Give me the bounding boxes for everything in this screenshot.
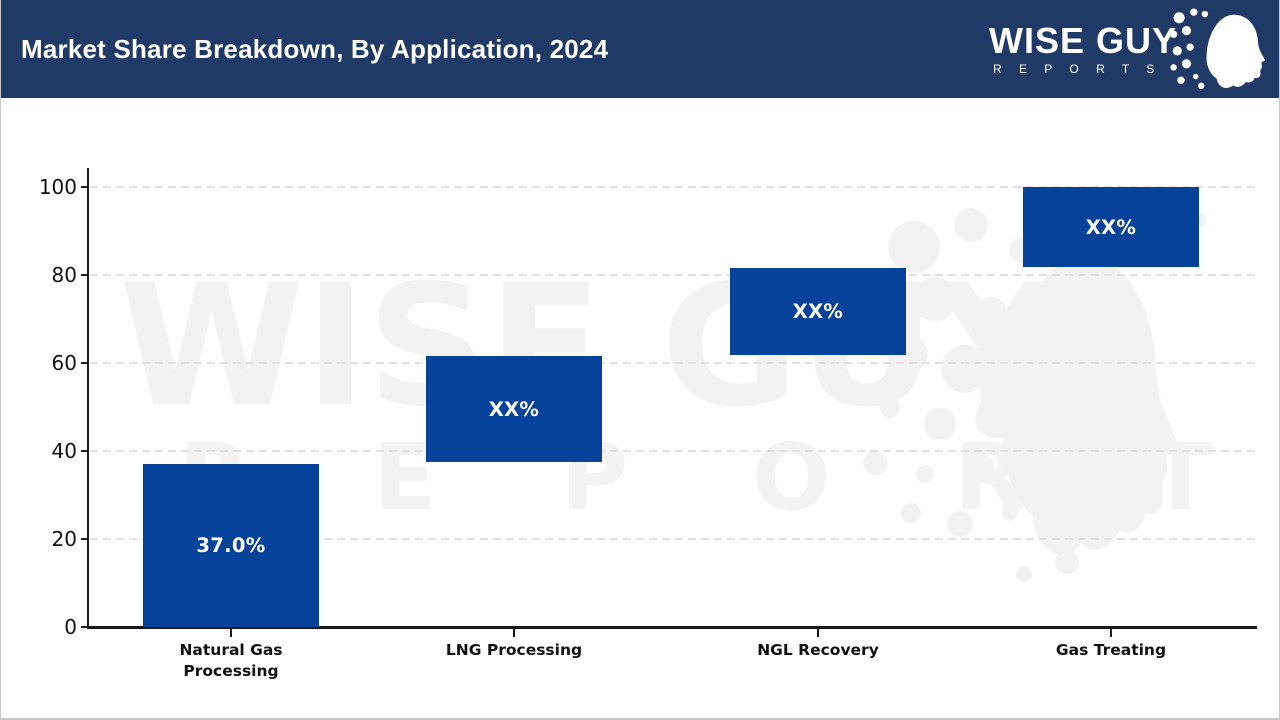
x-tick-mark [230, 629, 232, 637]
x-tick-mark [1110, 629, 1112, 637]
y-tick-label: 40 [51, 439, 77, 463]
bar-value-label: XX% [792, 300, 844, 323]
y-tick-label: 80 [51, 263, 77, 287]
bar-1: 37.0% [143, 464, 319, 627]
x-category-label: NGL Recovery [757, 641, 879, 659]
x-tick-mark [513, 629, 515, 637]
y-tick-mark [81, 626, 89, 628]
logo-face-icon [1169, 8, 1266, 90]
y-tick-mark [81, 362, 89, 364]
x-tick-mark [817, 629, 819, 637]
gridline [90, 450, 1256, 452]
gridline [90, 362, 1256, 364]
logo-text: WISE GUY R E P O R T S [988, 19, 1177, 76]
x-category-label: Gas Treating [1055, 641, 1167, 659]
gridline [90, 274, 1256, 276]
y-tick-mark [81, 450, 89, 452]
x-axis-line [87, 626, 1257, 629]
bar-3: XX% [730, 267, 906, 356]
y-tick-label: 0 [64, 615, 77, 639]
page-title: Market Share Breakdown, By Application, … [21, 33, 609, 64]
wise-guy-reports-logo: WISE GUY R E P O R T S [988, 3, 1279, 95]
logo-subtitle: R E P O R T S [992, 61, 1162, 76]
logo-wordmark: WISE GUY [988, 19, 1177, 61]
y-tick-mark [81, 274, 89, 276]
bar-4: XX% [1023, 187, 1199, 268]
bar-2: XX% [426, 356, 602, 462]
x-category-label: LNG Processing [445, 641, 583, 659]
y-tick-mark [81, 538, 89, 540]
gridline [90, 186, 1256, 188]
bar-value-label: 37.0% [196, 534, 266, 558]
bar-value-label: XX% [1085, 215, 1137, 239]
header-bar: Market Share Breakdown, By Application, … [1, 0, 1279, 98]
y-tick-label: 20 [51, 527, 77, 551]
gridline [90, 538, 1256, 540]
y-tick-label: 60 [51, 351, 77, 375]
x-category-label: Natural Gas Processing [179, 641, 283, 680]
bar-value-label: XX% [488, 397, 540, 421]
y-axis-line [87, 168, 89, 628]
y-tick-label: 100 [38, 175, 77, 199]
y-tick-mark [81, 186, 89, 188]
